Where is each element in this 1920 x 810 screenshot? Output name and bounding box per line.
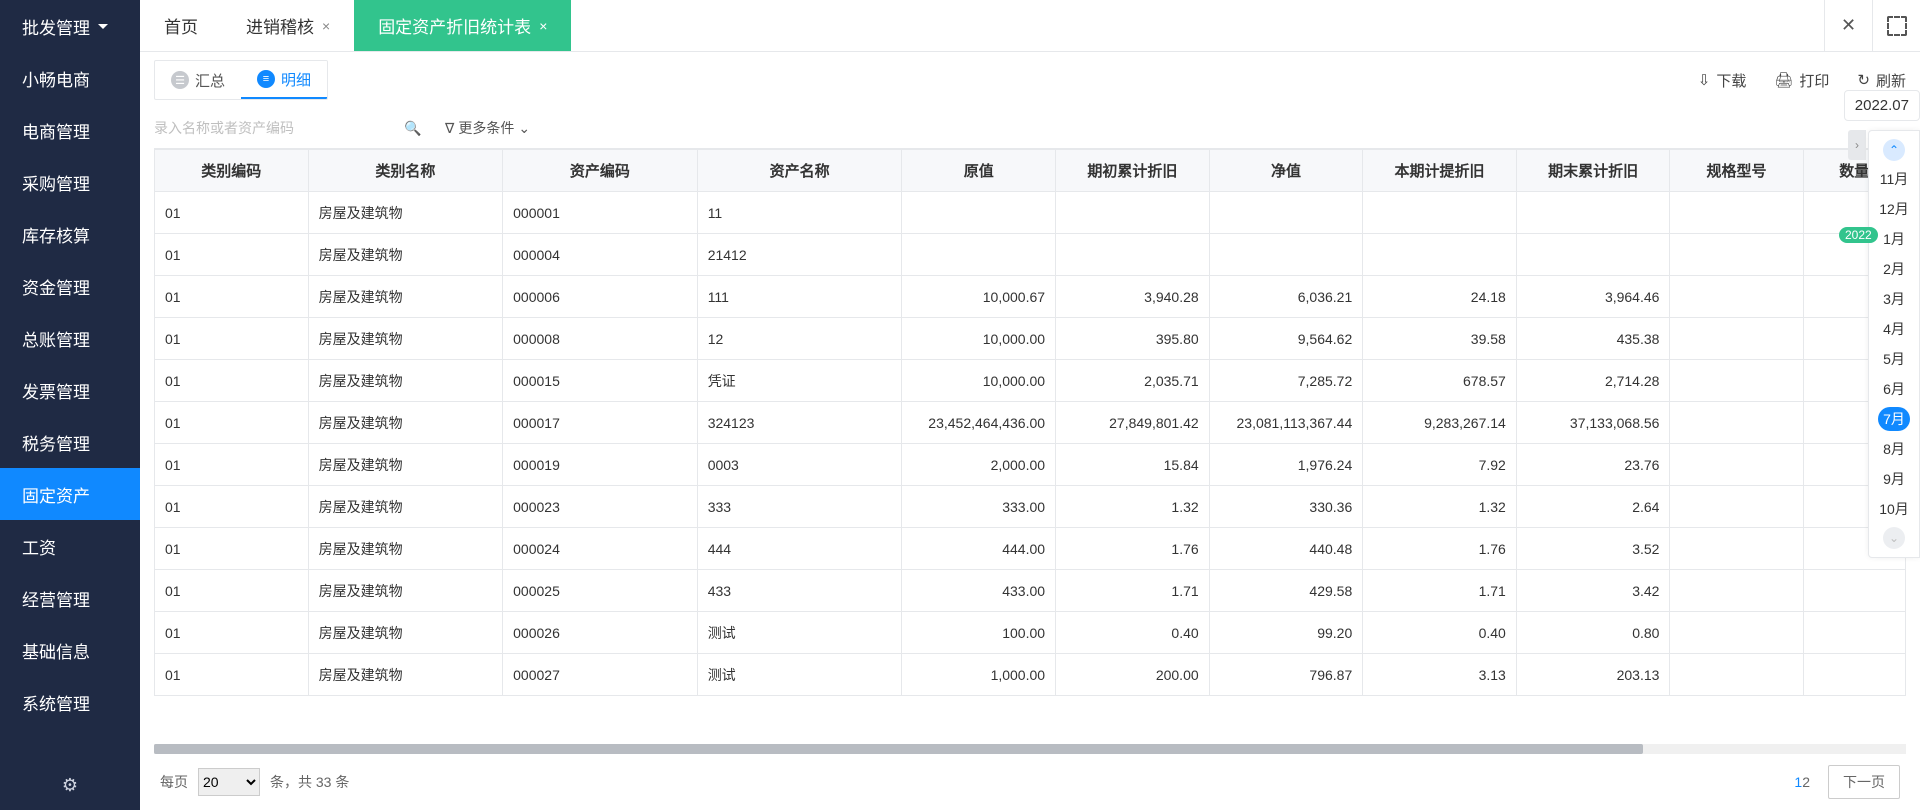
view-tab-label: 明细	[281, 69, 311, 90]
fullscreen-icon[interactable]	[1872, 0, 1920, 52]
toolbar: 汇总 明细 下载 打印 刷新	[140, 52, 1920, 108]
period-month[interactable]: 11月	[1869, 167, 1919, 191]
sidebar-item[interactable]: 资金管理	[0, 260, 140, 312]
next-page-button[interactable]: 下一页	[1828, 765, 1900, 799]
page-size-select[interactable]: 20	[198, 768, 260, 796]
table-row[interactable]: 01房屋及建筑物000027测试1,000.00200.00796.873.13…	[155, 654, 1906, 696]
sidebar-item[interactable]: 电商管理	[0, 104, 140, 156]
sidebar-item[interactable]: 总账管理	[0, 312, 140, 364]
funnel-icon	[445, 120, 454, 137]
layers-icon	[171, 71, 189, 89]
view-tab-label: 汇总	[195, 70, 225, 91]
view-tab-detail[interactable]: 明细	[241, 61, 327, 99]
period-month[interactable]: 6月	[1869, 377, 1919, 401]
page-number[interactable]: 2	[1802, 774, 1810, 790]
sidebar-item[interactable]: 发票管理	[0, 364, 140, 416]
filter-bar: 更多条件 ⌄	[140, 108, 1920, 148]
period-month[interactable]: 8月	[1869, 437, 1919, 461]
sidebar-item[interactable]: 采购管理	[0, 156, 140, 208]
sidebar-item[interactable]: 小畅电商	[0, 52, 140, 104]
period-month[interactable]: 5月	[1869, 347, 1919, 371]
horizontal-scrollbar[interactable]	[154, 744, 1906, 754]
refresh-button[interactable]: 刷新	[1857, 70, 1906, 91]
period-month[interactable]: 7月	[1878, 407, 1910, 431]
sidebar-item[interactable]: 库存核算	[0, 208, 140, 260]
table-row[interactable]: 01房屋及建筑物00001900032,000.0015.841,976.247…	[155, 444, 1906, 486]
download-button[interactable]: 下载	[1698, 70, 1747, 91]
column-header[interactable]: 本期计提折旧	[1363, 150, 1517, 192]
current-period-badge: 2022.07	[1844, 90, 1920, 121]
view-switch: 汇总 明细	[154, 60, 328, 100]
print-button[interactable]: 打印	[1774, 70, 1829, 91]
table-row[interactable]: 01房屋及建筑物000015凭证10,000.002,035.717,285.7…	[155, 360, 1906, 402]
sidebar-item[interactable]: 固定资产	[0, 468, 140, 520]
column-header[interactable]: 规格型号	[1670, 150, 1803, 192]
data-table: 类别编码类别名称资产编码资产名称原值期初累计折旧净值本期计提折旧期末累计折旧规格…	[154, 149, 1906, 696]
sidebar-item[interactable]: 税务管理	[0, 416, 140, 468]
sidebar: 批发管理小畅电商电商管理采购管理库存核算资金管理总账管理发票管理税务管理固定资产…	[0, 0, 140, 810]
period-month[interactable]: 10月	[1869, 497, 1919, 521]
table-row[interactable]: 01房屋及建筑物000023333333.001.32330.361.322.6…	[155, 486, 1906, 528]
table-row[interactable]: 01房屋及建筑物00000611110,000.673,940.286,036.…	[155, 276, 1906, 318]
column-header[interactable]: 类别编码	[155, 150, 309, 192]
column-header[interactable]: 净值	[1209, 150, 1363, 192]
close-all-icon[interactable]: ✕	[1824, 0, 1872, 52]
period-month[interactable]: 2月	[1869, 257, 1919, 281]
sidebar-item[interactable]: 经营管理	[0, 572, 140, 624]
per-page-label: 每页	[160, 772, 188, 792]
column-header[interactable]: 期初累计折旧	[1056, 150, 1210, 192]
column-header[interactable]: 期末累计折旧	[1516, 150, 1670, 192]
table-row[interactable]: 01房屋及建筑物000025433433.001.71429.581.713.4…	[155, 570, 1906, 612]
page-tab[interactable]: 首页	[140, 0, 222, 51]
table-row[interactable]: 01房屋及建筑物0000081210,000.00395.809,564.623…	[155, 318, 1906, 360]
sidebar-item[interactable]: 基础信息	[0, 624, 140, 676]
search-input[interactable]	[154, 120, 389, 136]
chevron-down-icon: ⌄	[518, 120, 530, 137]
period-month[interactable]: 3月	[1869, 287, 1919, 311]
search-button[interactable]	[399, 114, 427, 142]
more-filters-button[interactable]: 更多条件 ⌄	[445, 118, 530, 138]
period-month[interactable]: 12月	[1869, 197, 1919, 221]
period-scroll-up[interactable]: ⌃	[1883, 139, 1905, 161]
pager: 每页 20 条，共 33 条 12 下一页	[140, 754, 1920, 810]
table-row[interactable]: 01房屋及建筑物000026测试100.000.4099.200.400.80	[155, 612, 1906, 654]
sidebar-item[interactable]: 系统管理	[0, 676, 140, 728]
search-icon	[404, 120, 421, 137]
period-panel: ⌃ 11月12月20221月2月3月4月5月6月7月8月9月10月 ⌄	[1868, 130, 1920, 558]
period-scroll-down[interactable]: ⌄	[1883, 527, 1905, 549]
list-icon	[257, 70, 275, 88]
column-header[interactable]: 资产名称	[697, 150, 902, 192]
table-row[interactable]: 01房屋及建筑物000024444444.001.76440.481.763.5…	[155, 528, 1906, 570]
refresh-icon	[1857, 71, 1870, 89]
column-header[interactable]: 类别名称	[308, 150, 503, 192]
search-box	[154, 112, 389, 144]
main-area: 首页进销稽核×固定资产折旧统计表× ✕ 汇总 明细 下载 打印 刷新	[140, 0, 1920, 810]
sidebar-item[interactable]: 工资	[0, 520, 140, 572]
page-tab[interactable]: 固定资产折旧统计表×	[354, 0, 571, 51]
column-header[interactable]: 资产编码	[503, 150, 698, 192]
close-icon[interactable]: ×	[539, 18, 547, 34]
sidebar-item[interactable]: 批发管理	[0, 0, 140, 52]
column-header[interactable]: 原值	[902, 150, 1056, 192]
period-month[interactable]: 9月	[1869, 467, 1919, 491]
page-tabs: 首页进销稽核×固定资产折旧统计表× ✕	[140, 0, 1920, 52]
close-icon[interactable]: ×	[322, 18, 330, 34]
page-tab[interactable]: 进销稽核×	[222, 0, 354, 51]
download-icon	[1698, 71, 1711, 89]
table-row[interactable]: 01房屋及建筑物00000421412	[155, 234, 1906, 276]
view-tab-summary[interactable]: 汇总	[155, 61, 241, 99]
year-badge: 2022	[1839, 227, 1878, 243]
print-icon	[1774, 71, 1793, 89]
data-table-wrap: 类别编码类别名称资产编码资产名称原值期初累计折旧净值本期计提折旧期末累计折旧规格…	[154, 148, 1906, 744]
table-row[interactable]: 01房屋及建筑物00000111	[155, 192, 1906, 234]
period-month[interactable]: 4月	[1869, 317, 1919, 341]
gear-icon[interactable]	[62, 775, 78, 796]
period-collapse-handle[interactable]: ›	[1848, 130, 1866, 160]
table-row[interactable]: 01房屋及建筑物00001732412323,452,464,436.0027,…	[155, 402, 1906, 444]
